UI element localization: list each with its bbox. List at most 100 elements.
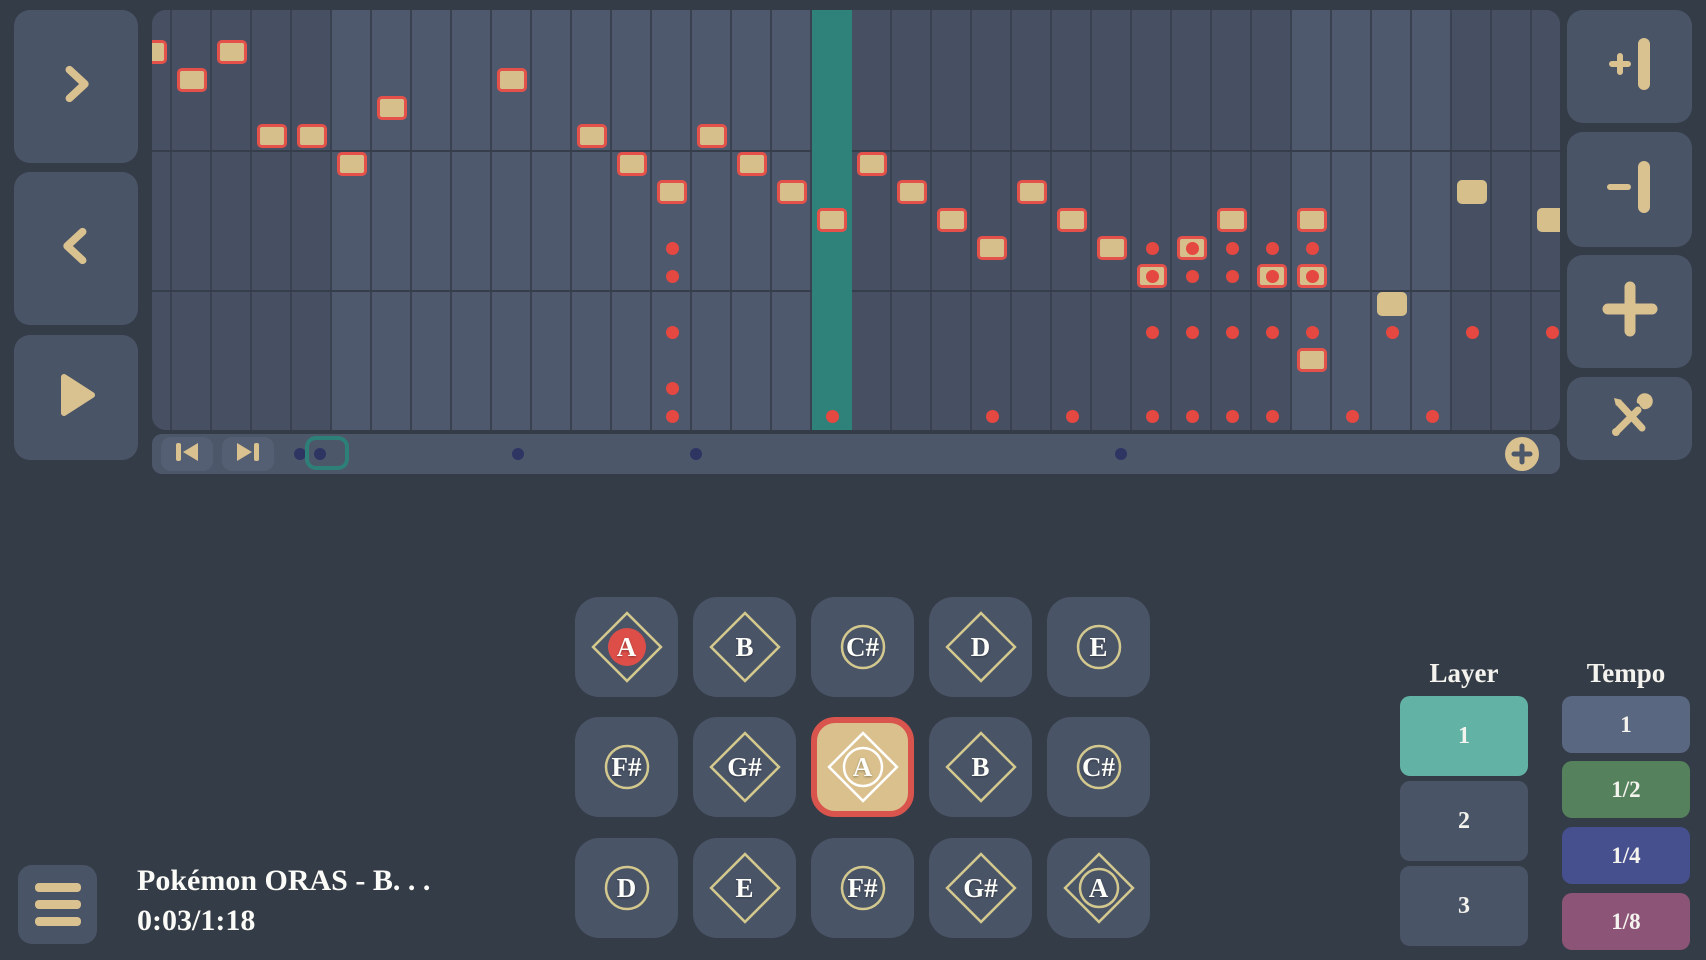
grid-column[interactable] <box>572 10 612 430</box>
note-key-e-r3[interactable]: E <box>693 838 796 938</box>
note-key-fs-r3[interactable]: F# <box>811 838 914 938</box>
note-key-a-r2[interactable]: A <box>811 717 914 817</box>
breakpoint-dot[interactable] <box>512 448 524 460</box>
grid-column[interactable] <box>412 10 452 430</box>
grid-column[interactable] <box>1452 10 1492 430</box>
skip-to-end-icon <box>236 442 260 467</box>
note-block <box>857 152 887 176</box>
note-key-a-r1[interactable]: A <box>575 597 678 697</box>
note-key-fs-r2[interactable]: F# <box>575 717 678 817</box>
grid-column[interactable] <box>732 10 772 430</box>
remove-column-button[interactable] <box>1567 132 1692 247</box>
breakpoint-dot[interactable] <box>294 448 306 460</box>
grid-column[interactable] <box>372 10 412 430</box>
tempo-button-1[interactable]: 1 <box>1562 696 1690 753</box>
add-column-button[interactable] <box>1567 10 1692 123</box>
grid-column[interactable] <box>332 10 372 430</box>
add-measures-button[interactable] <box>1567 255 1692 368</box>
breakpoint-dot[interactable] <box>314 448 326 460</box>
prev-page-button[interactable] <box>14 172 138 325</box>
note-block <box>577 124 607 148</box>
note-key-d-r1[interactable]: D <box>929 597 1032 697</box>
layer-note-dot <box>665 241 679 255</box>
note-key-gs-r3[interactable]: G# <box>929 838 1032 938</box>
grid-column[interactable] <box>972 10 1012 430</box>
timeline-bar[interactable] <box>152 434 1560 474</box>
grid-column[interactable] <box>652 10 692 430</box>
play-button[interactable] <box>14 335 138 460</box>
grid-column[interactable] <box>692 10 732 430</box>
diamond-circle-icon: A <box>821 725 905 809</box>
grid-column[interactable] <box>452 10 492 430</box>
breakpoint-dot[interactable] <box>1115 448 1127 460</box>
skip-to-end-button[interactable] <box>222 437 274 471</box>
grid-column[interactable] <box>1012 10 1052 430</box>
note-key-label: F# <box>847 872 878 903</box>
grid-column[interactable] <box>1332 10 1372 430</box>
grid-column[interactable] <box>892 10 932 430</box>
grid-column[interactable] <box>152 10 172 430</box>
layer-note-dot <box>1145 241 1159 255</box>
timeline-view-window[interactable] <box>305 436 349 470</box>
add-breakpoint-button[interactable] <box>1504 436 1540 477</box>
note-key-label: E <box>1089 631 1108 662</box>
grid-column[interactable] <box>852 10 892 430</box>
layer-note-dot <box>1465 325 1479 339</box>
circle-icon: E <box>1057 605 1141 689</box>
note-key-label: G# <box>727 751 762 782</box>
note-key-gs-r2[interactable]: G# <box>693 717 796 817</box>
skip-to-start-button[interactable] <box>161 437 213 471</box>
grid-column[interactable] <box>772 10 812 430</box>
tempo-button-1-8[interactable]: 1/8 <box>1562 893 1690 950</box>
composer-grid[interactable] <box>152 10 1560 430</box>
note-key-label: C# <box>1082 751 1115 782</box>
grid-column[interactable] <box>1172 10 1212 430</box>
menu-button[interactable] <box>18 865 97 944</box>
note-block <box>1537 208 1560 232</box>
grid-column[interactable] <box>612 10 652 430</box>
note-key-a-r3[interactable]: A <box>1047 838 1150 938</box>
grid-column[interactable] <box>1092 10 1132 430</box>
tools-button[interactable] <box>1567 377 1692 460</box>
note-block <box>1297 348 1327 372</box>
note-key-e-r1[interactable]: E <box>1047 597 1150 697</box>
note-block <box>697 124 727 148</box>
skip-to-start-icon <box>175 442 199 467</box>
note-key-b-r2[interactable]: B <box>929 717 1032 817</box>
layer-button-3[interactable]: 3 <box>1400 866 1528 946</box>
song-title: Pokémon ORAS - B. . . <box>137 864 431 897</box>
plus-icon <box>1600 279 1660 344</box>
grid-column[interactable] <box>1252 10 1292 430</box>
note-key-cs-r1[interactable]: C# <box>811 597 914 697</box>
layer-note-dot <box>665 269 679 283</box>
grid-column[interactable] <box>1132 10 1172 430</box>
grid-column[interactable] <box>292 10 332 430</box>
note-key-d-r3[interactable]: D <box>575 838 678 938</box>
diamond-icon: B <box>703 605 787 689</box>
note-block <box>1377 292 1407 316</box>
layer-note-dot <box>985 409 999 423</box>
grid-column[interactable] <box>1412 10 1452 430</box>
note-block <box>377 96 407 120</box>
note-block <box>777 180 807 204</box>
breakpoint-dot[interactable] <box>690 448 702 460</box>
next-page-button[interactable] <box>14 10 138 163</box>
circle-icon: F# <box>585 725 669 809</box>
grid-column[interactable] <box>1372 10 1412 430</box>
layer-button-2[interactable]: 2 <box>1400 781 1528 861</box>
tempo-button-1-4[interactable]: 1/4 <box>1562 827 1690 884</box>
note-block <box>897 180 927 204</box>
note-block <box>937 208 967 232</box>
note-key-cs-r2[interactable]: C# <box>1047 717 1150 817</box>
diamond-icon: G# <box>703 725 787 809</box>
layer-note-dot <box>1185 269 1199 283</box>
grid-column[interactable] <box>532 10 572 430</box>
layer-note-dot <box>1345 409 1359 423</box>
note-key-b-r1[interactable]: B <box>693 597 796 697</box>
grid-column[interactable] <box>252 10 292 430</box>
tempo-button-1-2[interactable]: 1/2 <box>1562 761 1690 818</box>
layer-button-1[interactable]: 1 <box>1400 696 1528 776</box>
layer-note-dot <box>1305 269 1319 283</box>
grid-column[interactable] <box>1492 10 1532 430</box>
grid-column[interactable] <box>212 10 252 430</box>
